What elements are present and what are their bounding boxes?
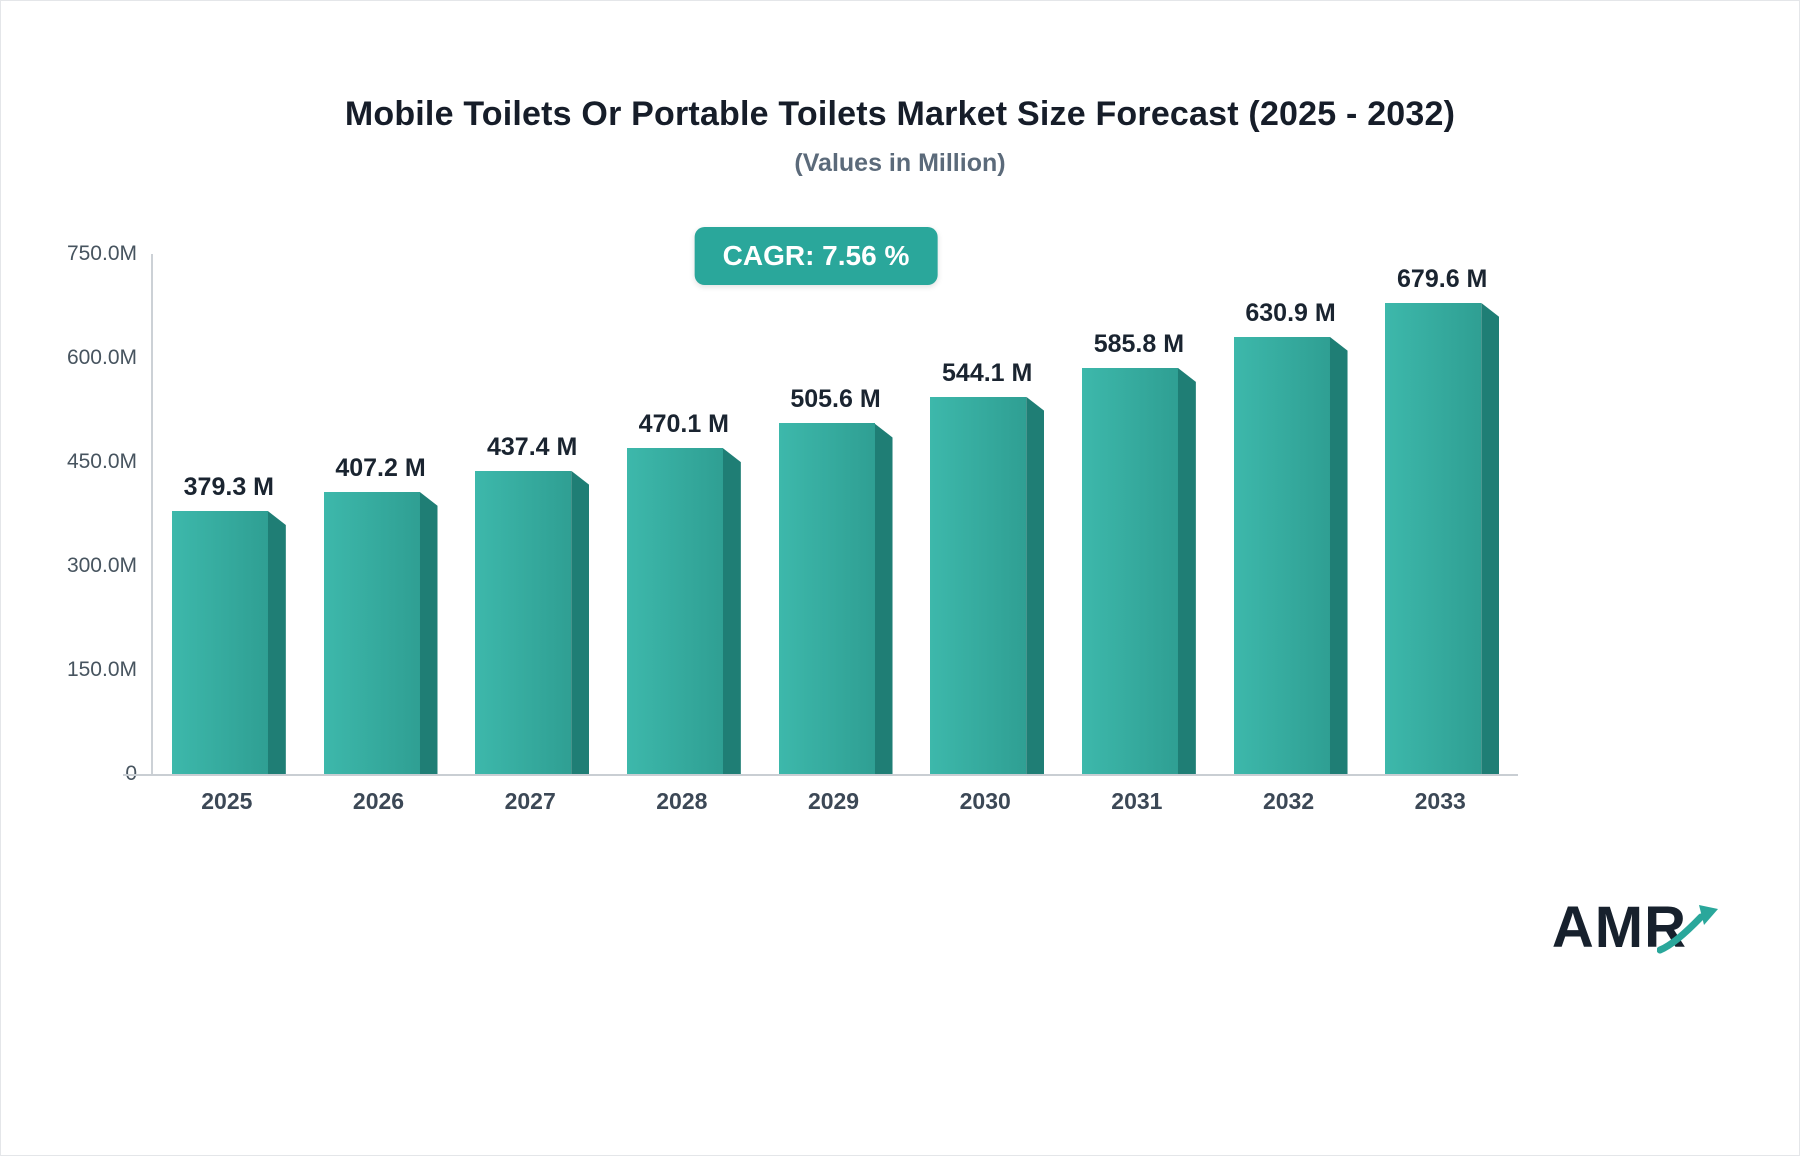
bar-value-label: 379.3 M (183, 473, 274, 502)
bar-side-3d (571, 470, 590, 774)
x-axis-label: 2031 (1111, 788, 1163, 814)
y-tick-label: 450.0M (66, 450, 137, 473)
x-axis-labels: 2025 2026 2027 2028 2029 2030 2031 2032 2033 (151, 788, 1516, 815)
x-axis-label: 2027 (504, 788, 556, 814)
x-axis-label: 2028 (656, 788, 708, 814)
bar-slot: 437.4 M (456, 254, 608, 774)
bar-face (475, 470, 572, 774)
x-axis-label: 2025 (201, 788, 253, 814)
bar-value-label: 630.9 M (1245, 298, 1336, 327)
y-tick-label: 600.0M (66, 346, 137, 369)
bar-face (1233, 336, 1330, 774)
chart-subtitle: (Values in Million) (794, 149, 1006, 177)
bar-side-3d (1177, 367, 1196, 774)
bar-slot: 407.2 M (305, 254, 457, 774)
bar-value-label: 437.4 M (487, 432, 578, 461)
bar-face (626, 448, 723, 774)
bar-face (171, 511, 268, 774)
bar-slot: 505.6 M (760, 254, 912, 774)
bar-value-label: 505.6 M (790, 385, 881, 414)
chart-title: Mobile Toilets Or Portable Toilets Marke… (344, 95, 1456, 133)
bar-2033[interactable]: 679.6 M (1385, 265, 1500, 774)
bar-side-3d (1329, 336, 1348, 774)
bar-side-3d (874, 423, 893, 774)
bar-slot: 679.6 M (1366, 254, 1518, 774)
bar-slot: 470.1 M (608, 254, 760, 774)
bar-slot: 544.1 M (911, 254, 1063, 774)
bar-2030[interactable]: 544.1 M (930, 359, 1045, 774)
cagr-badge: CAGR: 7.56 % (694, 227, 938, 285)
bar-face (778, 423, 875, 774)
plot-area: 379.3 M 407.2 M 437.4 M 470.1 M 505.6 M 544.1… (123, 254, 1518, 776)
x-axis-label: 2030 (959, 788, 1011, 814)
bar-2026[interactable]: 407.2 M (323, 454, 438, 774)
y-tick-label: 300.0M (66, 554, 137, 577)
x-axis-label: 2032 (1262, 788, 1315, 814)
bar-2031[interactable]: 585.8 M (1081, 330, 1196, 774)
bar-face (930, 396, 1027, 774)
bar-value-label: 407.2 M (335, 453, 426, 482)
amr-logo: AMR (1552, 894, 1719, 961)
bar-2032[interactable]: 630.9 M (1233, 299, 1348, 774)
y-tick-label: 0 (125, 762, 137, 785)
bar-face (323, 491, 420, 774)
bar-value-label: 679.6 M (1397, 264, 1488, 293)
bar-2027[interactable]: 437.4 M (475, 433, 590, 774)
x-axis-label: 2033 (1414, 788, 1466, 814)
bar-face (1385, 302, 1482, 774)
bar-side-3d (419, 491, 438, 774)
bar-chart: 0 150.0M 300.0M 450.0M 600.0M 750.0M 379.3 M 4… (56, 242, 1518, 815)
y-tick-label: 150.0M (66, 658, 137, 681)
bar-2029[interactable]: 505.6 M (778, 385, 893, 774)
bar-slot: 379.3 M (153, 254, 305, 774)
bar-side-3d (267, 511, 286, 774)
bar-side-3d (1026, 396, 1045, 774)
bar-slot: 585.8 M (1063, 254, 1215, 774)
bar-value-label: 544.1 M (942, 358, 1033, 387)
amr-logo-arrow-icon (1657, 904, 1718, 953)
bar-value-label: 470.1 M (638, 410, 730, 439)
bar-2025[interactable]: 379.3 M (171, 473, 286, 774)
y-tick-label: 750.0M (66, 242, 137, 265)
x-axis-label: 2029 (807, 788, 860, 814)
bar-2028[interactable]: 470.1 M (626, 410, 741, 774)
bar-slot: 630.9 M (1215, 254, 1367, 774)
bar-value-label: 585.8 M (1093, 329, 1185, 358)
bar-side-3d (1481, 302, 1500, 774)
y-axis: 0 150.0M 300.0M 450.0M 600.0M 750.0M (56, 242, 151, 785)
bar-side-3d (722, 448, 741, 774)
bar-face (1081, 367, 1178, 774)
x-axis-label: 2026 (352, 788, 405, 814)
